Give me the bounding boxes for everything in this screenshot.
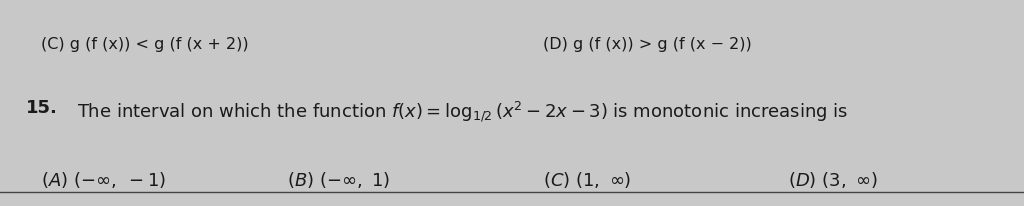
Text: $(A)\ (-\infty,\ -1)$: $(A)\ (-\infty,\ -1)$	[41, 169, 166, 189]
Text: $(C)\ (1,\ \infty)$: $(C)\ (1,\ \infty)$	[543, 169, 631, 189]
Text: (C) g (f (x)) < g (f (x + 2)): (C) g (f (x)) < g (f (x + 2))	[41, 37, 249, 52]
Text: $(B)\ (-\infty,\ 1)$: $(B)\ (-\infty,\ 1)$	[287, 169, 390, 189]
Text: (D) g (f (x)) > g (f (x − 2)): (D) g (f (x)) > g (f (x − 2))	[543, 37, 752, 52]
Text: $(D)\ (3,\ \infty)$: $(D)\ (3,\ \infty)$	[788, 169, 879, 189]
Text: 15.: 15.	[26, 99, 57, 117]
Text: The interval on which the function $f(x) = \log_{1/2}(x^2-2x-3)$ is monotonic in: The interval on which the function $f(x)…	[77, 99, 848, 123]
